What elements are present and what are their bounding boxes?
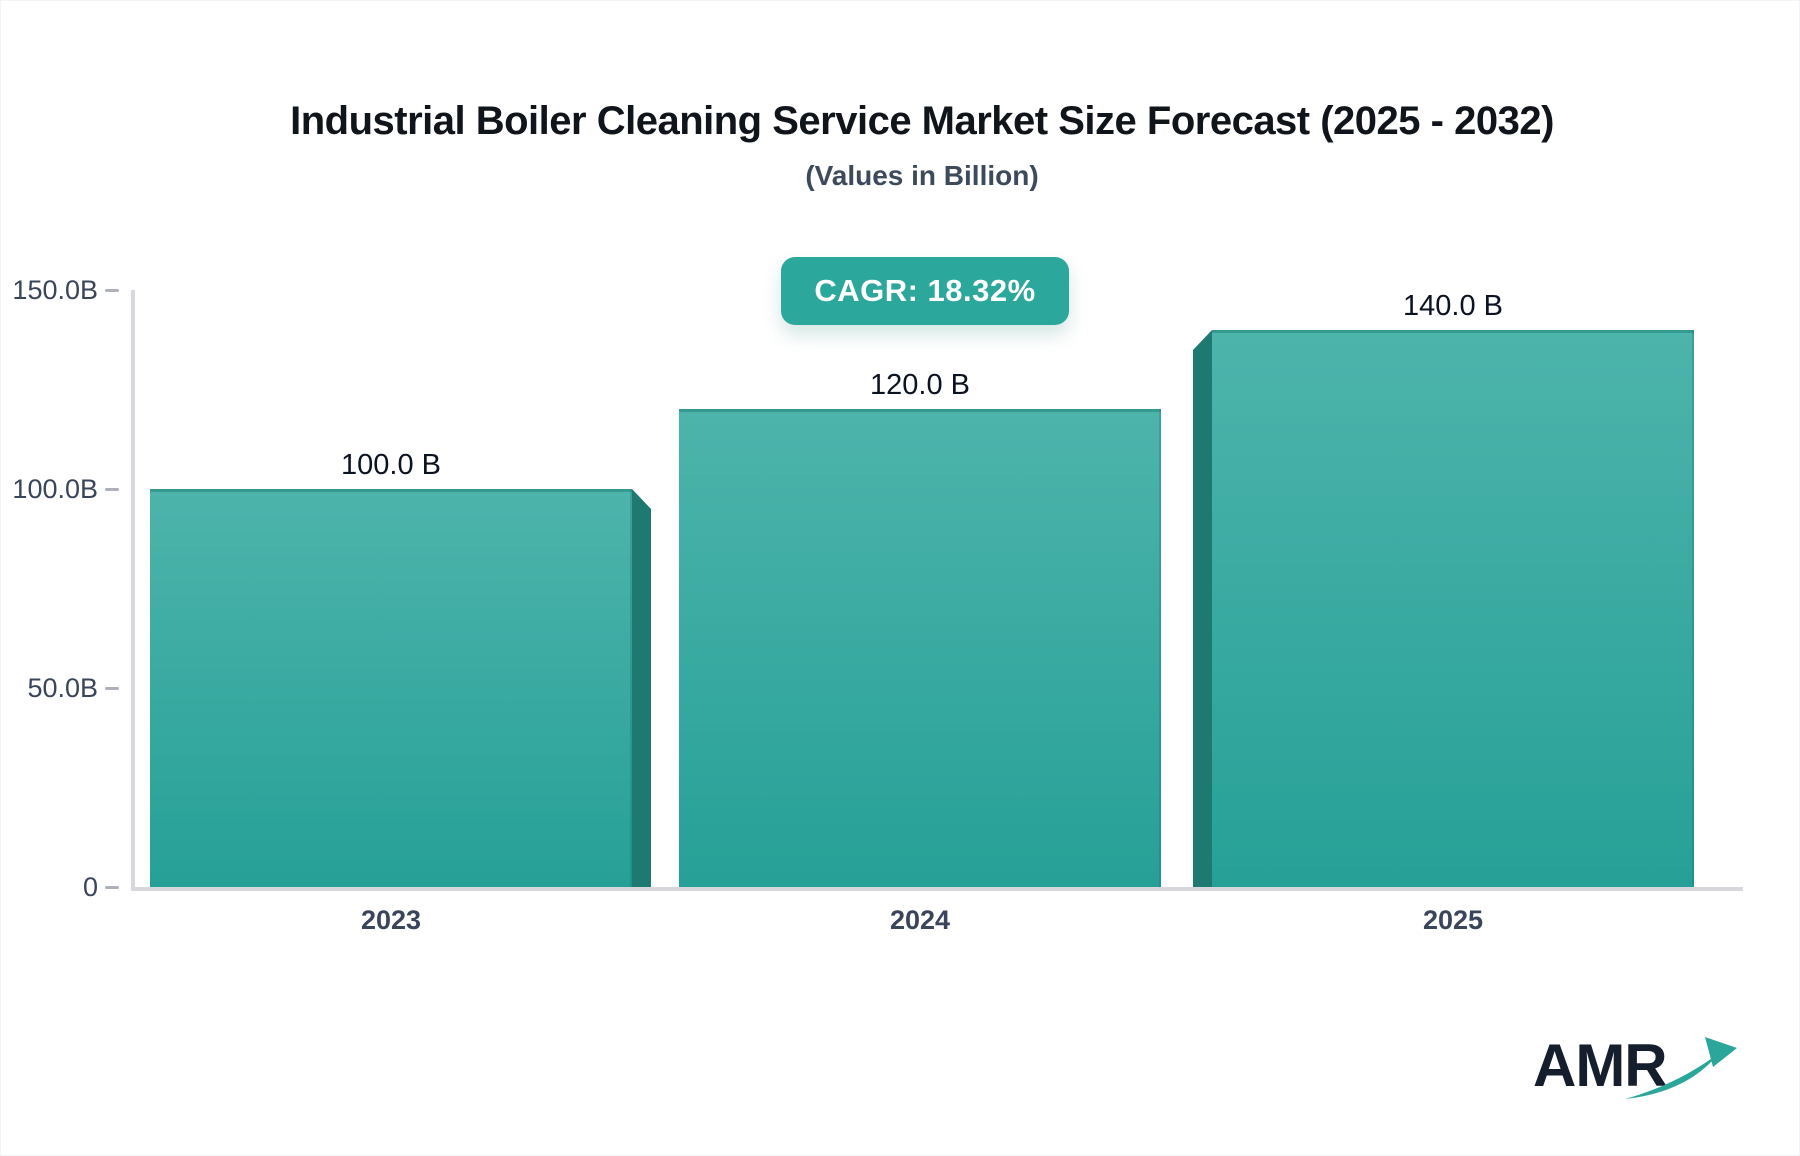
bar-value-label: 100.0 B — [341, 449, 441, 481]
bar-value-label: 120.0 B — [870, 369, 970, 401]
bar-2024 — [679, 409, 1161, 887]
bar-3d-side-2025 — [1193, 330, 1212, 887]
chart-header: Industrial Boiler Cleaning Service Marke… — [45, 1, 1799, 193]
bar-2025 — [1212, 330, 1694, 887]
y-axis-tick-label: 0 — [82, 872, 98, 902]
x-axis-category-label: 2024 — [889, 905, 951, 935]
y-axis-tick-mark — [105, 687, 119, 690]
y-axis-tick-mark — [105, 289, 119, 292]
bar-3d-side-2023 — [632, 489, 651, 887]
y-axis-tick-mark — [105, 488, 119, 491]
y-axis-tick-mark — [105, 886, 119, 889]
bar-value-label: 140.0 B — [1403, 290, 1503, 322]
amr-logo-text: AMR — [1533, 1032, 1668, 1099]
amr-logo: AMR — [1533, 1031, 1753, 1115]
y-axis-tick-label: 50.0B — [27, 673, 98, 703]
y-axis-line — [131, 290, 135, 891]
x-axis-category-label: 2023 — [360, 905, 422, 935]
x-axis-category-label: 2025 — [1422, 905, 1484, 935]
bar-2023 — [150, 489, 632, 887]
cagr-badge: CAGR: 18.32% — [781, 257, 1069, 325]
y-axis-tick-label: 100.0B — [12, 474, 98, 504]
chart-title: Industrial Boiler Cleaning Service Marke… — [290, 99, 1554, 143]
y-axis-tick-label: 150.0B — [12, 275, 98, 305]
logo-growth-arrow-icon — [1625, 1037, 1737, 1099]
chart-subtitle: (Values in Billion) — [805, 160, 1039, 191]
x-axis-line — [131, 887, 1743, 891]
